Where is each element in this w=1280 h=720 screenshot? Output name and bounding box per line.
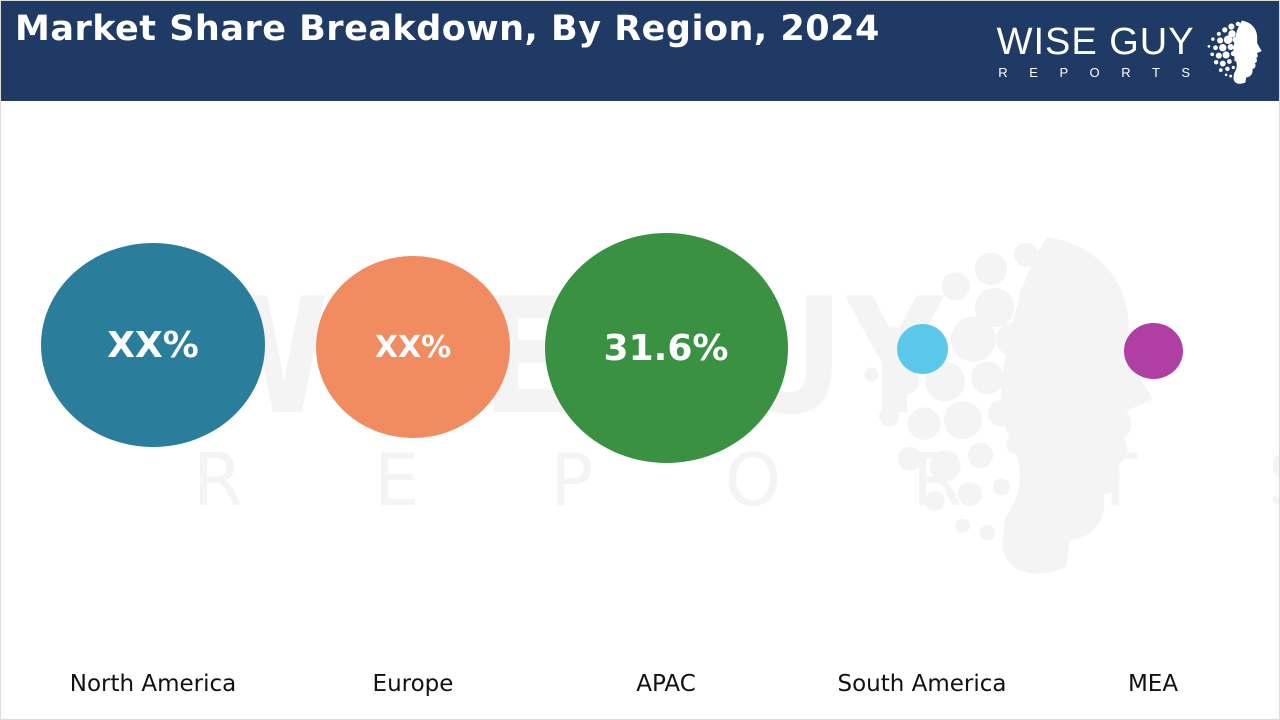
bubble-value-label: 31.6% [603, 327, 729, 369]
logo-reports-label: R E P O R T S [998, 64, 1199, 80]
watermark-head-icon [829, 223, 1181, 575]
bubble-europe: XX% [316, 256, 510, 438]
region-label-europe: Europe [372, 671, 454, 697]
logo-head-icon [1201, 10, 1267, 92]
wise-guy-logo: WISE GUY R E P O R T S [992, 7, 1267, 95]
bubble-value-label: XX% [374, 329, 452, 365]
page-title: Market Share Breakdown, By Region, 2024 [15, 9, 880, 49]
region-label-south-america: South America [837, 671, 1007, 697]
logo-wiseguy-label: WISE GUY [996, 20, 1195, 63]
region-label-mea: MEA [1127, 671, 1179, 697]
region-label-apac: APAC [636, 671, 696, 697]
bubble-south-america [896, 324, 948, 374]
bubble-north-america: XX% [41, 243, 265, 447]
bubble-apac: 31.6% [544, 233, 788, 463]
region-label-north-america: North America [69, 671, 237, 697]
logo-text: WISE GUY R E P O R T S [992, 23, 1199, 80]
bubble-value-label: XX% [107, 324, 199, 366]
bubble-mea [1123, 323, 1183, 379]
header-bar: Market Share Breakdown, By Region, 2024 … [1, 1, 1279, 101]
